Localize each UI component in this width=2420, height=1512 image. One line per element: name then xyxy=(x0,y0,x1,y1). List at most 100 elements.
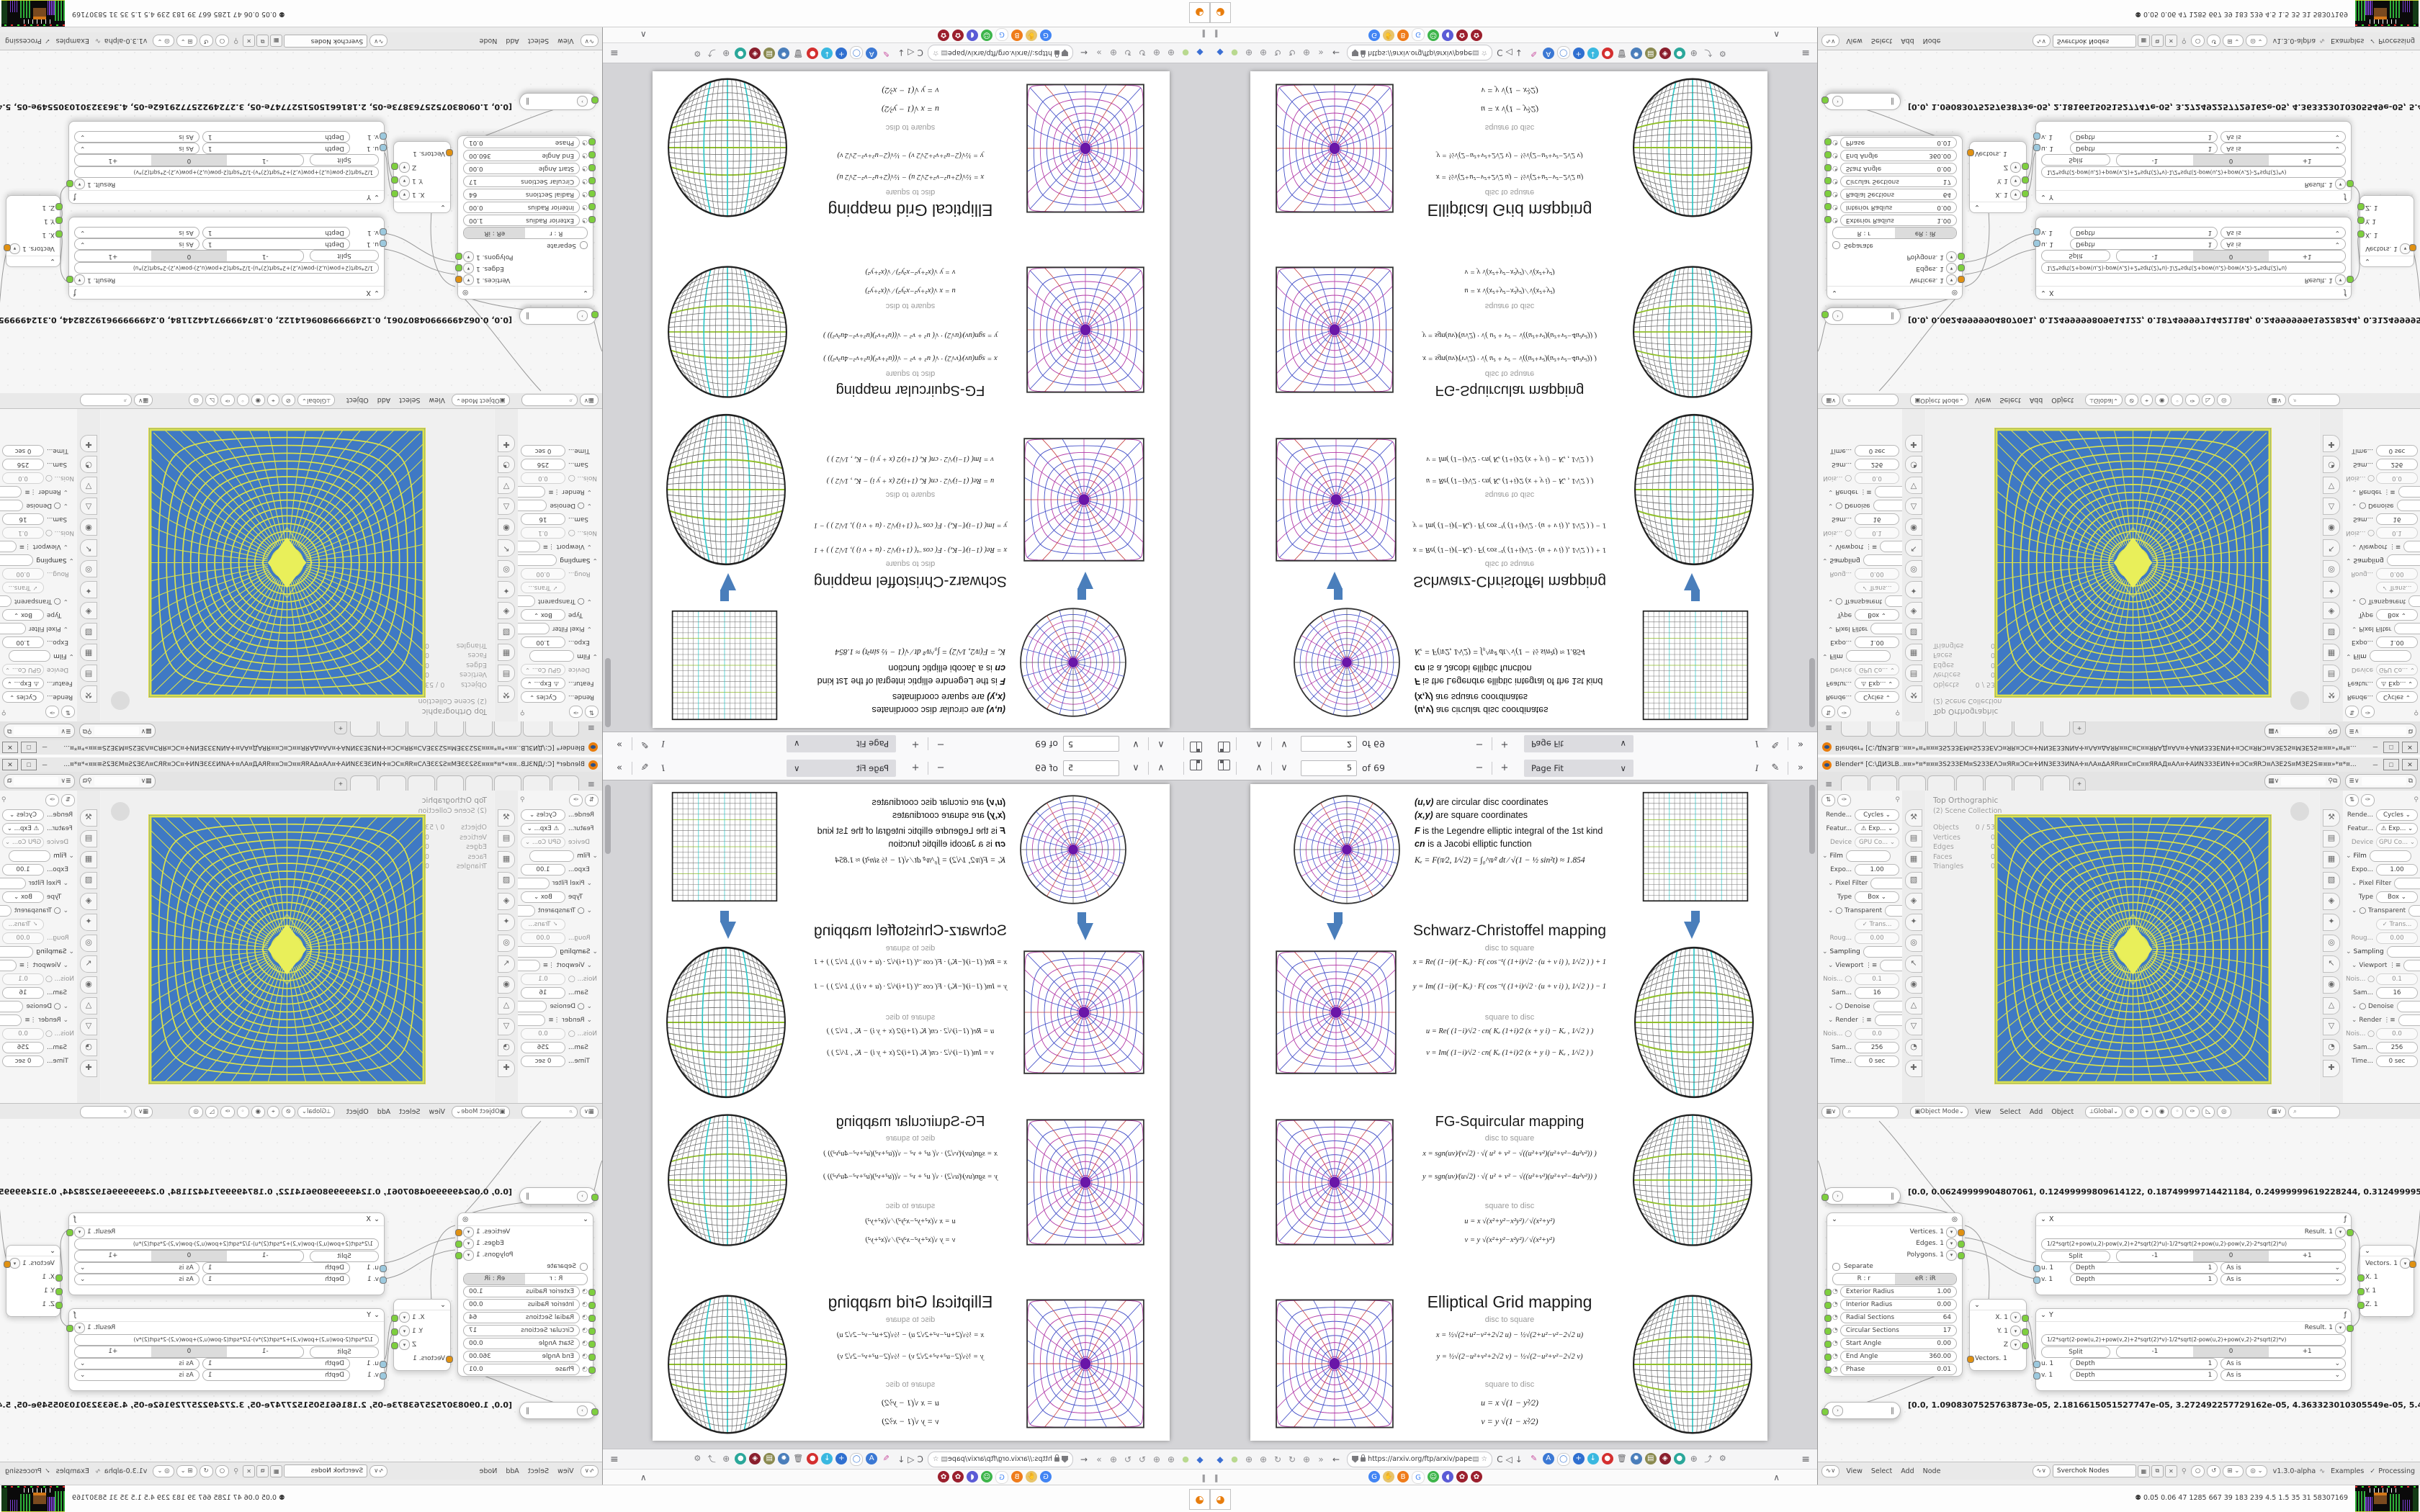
bookmark-icon[interactable]: ● xyxy=(1231,48,1238,58)
extension-icon[interactable]: ⚙ xyxy=(1718,49,1726,58)
properties-row[interactable]: ✓ Trans... xyxy=(2343,917,2420,931)
bookmark-favicon[interactable]: G xyxy=(995,1471,1008,1484)
draw-tool-button[interactable]: ✎ xyxy=(635,760,654,777)
pdf-content-area[interactable]: (u,v) are circular disc coordinates (x,y… xyxy=(1210,780,1817,1449)
pin-icon[interactable]: ⚲ xyxy=(87,778,92,785)
extension-icon[interactable]: ✎ xyxy=(882,1454,889,1463)
zoom-in-button[interactable]: + xyxy=(1495,736,1514,753)
workspace-tab[interactable] xyxy=(465,775,493,791)
output-socket-result[interactable] xyxy=(66,180,73,187)
properties-tab-icon[interactable]: ▦ xyxy=(2323,851,2340,868)
input-socket[interactable] xyxy=(1821,1194,1829,1201)
viewport-tool-button[interactable]: ◉ xyxy=(2155,1105,2169,1118)
workspace-tab[interactable] xyxy=(2043,775,2071,791)
torus-parameter-row[interactable]: ◔ Phase 0.01 xyxy=(458,1363,596,1376)
viewport-tool-button[interactable]: ⌖ xyxy=(2141,1105,2154,1118)
input-socket-y[interactable] xyxy=(2357,1287,2365,1295)
zoom-in-button[interactable]: + xyxy=(906,736,925,753)
maximize-button[interactable]: □ xyxy=(2383,759,2399,770)
viewport-menu-item[interactable]: Add xyxy=(377,1107,391,1116)
unlink-icon[interactable]: ✕ xyxy=(243,1464,256,1477)
node-menu-item[interactable]: Select xyxy=(527,37,550,45)
bookmark-favicon[interactable]: ✿ xyxy=(1471,1471,1482,1482)
output-socket-y[interactable] xyxy=(391,1328,398,1336)
extension-icon[interactable]: ▤ xyxy=(763,48,776,60)
viewport-tool-button[interactable]: ◎ xyxy=(2217,394,2231,407)
properties-tab-icon[interactable]: ▦ xyxy=(80,644,97,661)
pin-icon[interactable]: ⚲ xyxy=(1,796,6,804)
extension-icon[interactable]: ↓ xyxy=(1587,1452,1599,1464)
copy-icon[interactable]: ⧉ xyxy=(2408,778,2413,785)
properties-row[interactable]: Film xyxy=(0,849,77,863)
input-socket[interactable] xyxy=(588,1354,596,1361)
reader-view-icon[interactable]: ▤ xyxy=(1472,1455,1479,1463)
torus-node[interactable]: ⌄ ◎ Vertices. 1 ▾ Edges. 1 ▾ Polygons. 1 ▾ S… xyxy=(1824,1212,1965,1377)
formula-input[interactable]: 1/2*sqrt(2-pow(u,2)+pow(v,2)+2*sqrt(2)*v… xyxy=(74,166,379,179)
properties-tab-icon[interactable]: ◎ xyxy=(1905,560,1922,577)
viewport-tool-button[interactable]: ⊘ xyxy=(281,1105,295,1118)
extension-icon[interactable]: A xyxy=(866,1452,878,1464)
properties-tab-icon[interactable]: ▤ xyxy=(498,830,515,847)
scrollbar-thumb[interactable] xyxy=(605,785,611,854)
bookmark-favicon[interactable]: ✋ xyxy=(1383,1471,1394,1482)
input-socket[interactable] xyxy=(588,1328,596,1335)
properties-row[interactable]: Featur... ⚠ Exp... ⌄ xyxy=(518,677,601,690)
workspace-tab[interactable] xyxy=(407,721,435,737)
properties-tab-icon[interactable]: ▤ xyxy=(80,665,97,682)
next-page-button[interactable]: ∨ xyxy=(1275,760,1294,777)
bookmark-icon[interactable]: ⊕ xyxy=(1167,48,1175,58)
properties-row[interactable]: Nois... ◯ 0.1 xyxy=(2343,972,2420,986)
bookmark-favicon[interactable]: ✿ xyxy=(1456,30,1468,41)
view-layer-selector[interactable]: ≣ ∨ ⧉ xyxy=(2345,724,2416,738)
properties-tab-icon[interactable]: ◉ xyxy=(80,976,97,994)
properties-row[interactable]: Featur... ⚠ Exp... ⌄ xyxy=(2343,677,2420,690)
wrap-zero-button[interactable]: 0 xyxy=(151,1346,228,1357)
properties-row[interactable]: Expo... 1.00 xyxy=(518,863,601,876)
output-socket-vertices[interactable] xyxy=(1958,276,1965,283)
properties-row[interactable]: Film xyxy=(518,849,601,863)
properties-row[interactable]: Sam... 16 xyxy=(0,513,77,526)
wrap-zero-button[interactable]: 0 xyxy=(151,1251,228,1261)
properties-tab-icon[interactable]: ↖ xyxy=(80,955,97,973)
properties-tab-icon[interactable]: ↖ xyxy=(498,955,515,973)
pdf-scrollbar[interactable] xyxy=(1809,783,1816,1446)
input-socket[interactable] xyxy=(588,138,596,145)
output-socket-polygons[interactable] xyxy=(455,253,462,260)
properties-row[interactable]: Time... 0 sec xyxy=(0,1054,77,1068)
properties-tab-icon[interactable]: ✦ xyxy=(498,581,515,598)
node-tree-name-field[interactable]: Sverchok Nodes xyxy=(2052,1464,2136,1477)
properties-tab-icon[interactable]: ⚒ xyxy=(1905,685,1922,703)
orientation-selector[interactable]: ⟂ Global ⌄ xyxy=(297,1105,335,1118)
output-socket-y[interactable] xyxy=(2022,176,2029,184)
bookmark-favicon[interactable]: ☺ xyxy=(981,1471,992,1482)
bookmark-icon[interactable]: » xyxy=(1096,1454,1102,1464)
draft-icon[interactable]: ◎ ⌄ xyxy=(153,35,174,48)
torus-parameter-row[interactable]: ◔ End Angle 360.00 xyxy=(1824,1350,1962,1363)
zoom-select[interactable]: Page Fit ∨ xyxy=(1523,735,1634,753)
properties-row[interactable]: Rende... Cycles ⌄ xyxy=(518,808,601,822)
pause-icon[interactable]: ‖ xyxy=(1201,1472,1206,1482)
properties-row[interactable]: Featur... ⚠ Exp... ⌄ xyxy=(0,677,77,690)
pause-icon[interactable]: ‖ xyxy=(1214,1472,1219,1482)
properties-search-input[interactable]: ⌕ xyxy=(2288,1105,2340,1118)
split-button[interactable]: Split xyxy=(2041,1250,2110,1262)
bookmark-favicon[interactable]: ✿ xyxy=(1471,30,1482,41)
properties-row[interactable]: Film xyxy=(2343,849,2420,863)
properties-row[interactable]: Sampling xyxy=(2343,945,2420,958)
wrap-zero-button[interactable]: 0 xyxy=(151,251,228,261)
node-menu-item[interactable]: View xyxy=(557,37,574,45)
extension-icon[interactable]: ↓ xyxy=(821,48,833,60)
editor-type-button[interactable]: ▦ ∨ xyxy=(579,1105,599,1118)
properties-tab-icon[interactable]: ◈ xyxy=(80,602,97,619)
torus-parameter-row[interactable]: ◔ Radial Sections 64 xyxy=(1824,1311,1962,1324)
mode-selector[interactable]: ▣ Object Mode ⌄ xyxy=(1910,1105,1968,1118)
output-socket-result[interactable] xyxy=(2347,1325,2354,1332)
editor-type-button[interactable]: ▦ ∨ xyxy=(2267,1105,2286,1118)
properties-tab-icon[interactable]: ✚ xyxy=(2323,1060,2340,1077)
zoom-select[interactable]: Page Fit ∨ xyxy=(786,759,897,777)
filter-icon[interactable]: ⇅ xyxy=(584,706,599,719)
bookmark-favicon[interactable]: G xyxy=(1412,28,1425,41)
viewport-tool-button[interactable]: ⌖ xyxy=(2141,394,2154,407)
properties-row[interactable]: Film xyxy=(2343,649,2420,663)
